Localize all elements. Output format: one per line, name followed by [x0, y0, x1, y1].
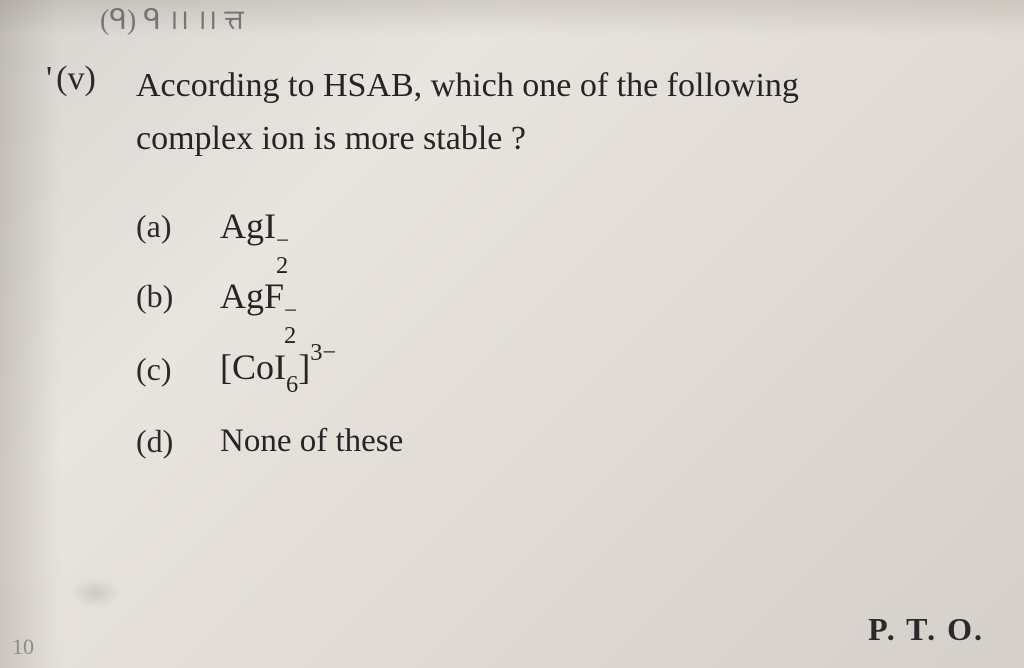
option-d-label: (d): [136, 423, 192, 460]
question-line1: According to HSAB, which one of the foll…: [136, 67, 799, 104]
option-b-base: AgF: [220, 276, 284, 316]
option-c-closebracket: ]: [298, 347, 310, 387]
option-c-openbracket: [: [220, 347, 232, 387]
option-c-sup: 3−: [310, 339, 336, 366]
option-c-label: (c): [136, 351, 192, 388]
option-c: (c) [CoI6]3−: [136, 345, 974, 394]
option-b-label: (b): [136, 278, 192, 315]
question-number-text: (v): [56, 60, 96, 97]
option-c-base: CoI: [232, 347, 286, 387]
question-line2: complex ion is more stable ?: [136, 120, 526, 157]
question-block: '(v) According to HSAB, which one of the…: [50, 60, 974, 165]
page-content: (ᑫ) ᑫ ।। ।। त्त '(v) According to HSAB, …: [0, 0, 1024, 508]
option-d: (d) None of these: [136, 423, 974, 460]
previous-question-fragment: (ᑫ) ᑫ ।। ।। त्त: [100, 0, 244, 38]
option-b: (b) AgF−2: [136, 275, 974, 317]
option-a-base: AgI: [220, 206, 276, 246]
option-b-sup: −: [284, 298, 297, 325]
page-turn-over: P. T. O.: [868, 611, 984, 648]
stray-apostrophe: ': [46, 60, 52, 97]
option-b-sub: 2: [284, 322, 296, 350]
option-a-sup: −: [276, 228, 289, 255]
option-c-sub: 6: [286, 371, 298, 398]
option-a: (a) AgI−2: [136, 205, 974, 247]
page-number-fragment: 10: [12, 634, 34, 660]
option-a-label: (a): [136, 208, 192, 245]
question-text: According to HSAB, which one of the foll…: [136, 60, 799, 165]
paper-smudge: [70, 578, 120, 608]
option-b-content: AgF−2: [220, 275, 302, 317]
option-a-sub: 2: [276, 252, 288, 280]
question-number: '(v): [50, 60, 120, 165]
options-list: (a) AgI−2 (b) AgF−2 (c) [CoI6]3− (d) Non…: [136, 205, 974, 459]
option-a-content: AgI−2: [220, 205, 294, 247]
option-d-content: None of these: [220, 423, 403, 460]
option-c-content: [CoI6]3−: [220, 345, 336, 394]
